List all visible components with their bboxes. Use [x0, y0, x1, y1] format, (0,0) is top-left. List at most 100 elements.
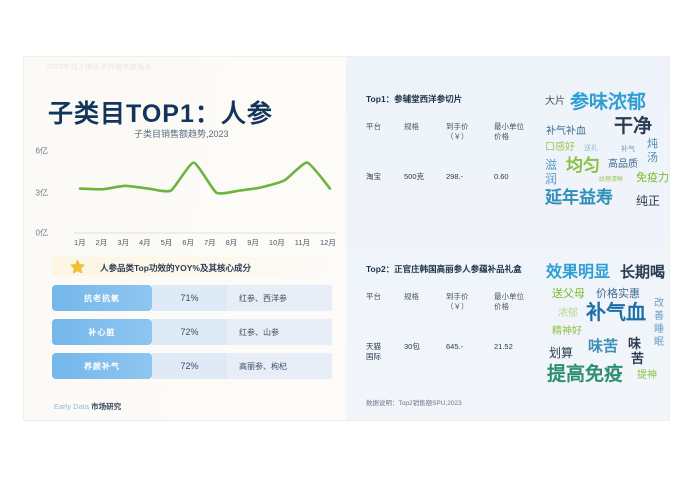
- y-tick-label: 0亿: [35, 228, 48, 238]
- x-tick-label: 5月: [160, 238, 173, 247]
- efficacy-band: 人参品类Top功效的YOY%及其核心成分: [52, 257, 322, 276]
- x-tick-label: 11月: [294, 238, 311, 247]
- table-cell: 645.-: [446, 342, 464, 352]
- ingredients-cell: 高丽参、枸杞: [227, 353, 332, 379]
- x-tick-label: 12月: [320, 238, 336, 247]
- trend-line: [78, 161, 332, 195]
- table-row: 淘宝 500克 298.- 0.60: [366, 172, 546, 182]
- x-tick-label: 2月: [95, 238, 108, 247]
- word-cloud-term: 改: [654, 298, 664, 309]
- x-axis-labels: 1月 2月 3月 4月 5月 6月 7月 8月 9月 10月 11月 12月: [74, 237, 336, 248]
- table-header-cell: 到手价 （￥）: [446, 122, 469, 142]
- efficacy-label-cell: 抗老抗氧: [52, 285, 152, 311]
- x-tick-label: 10月: [268, 238, 285, 247]
- table-cell: 21.52: [494, 342, 513, 352]
- word-cloud-term: 长期喝: [620, 264, 666, 281]
- table-header-cell: 平台: [366, 292, 381, 301]
- word-cloud-term: 价格实惠: [596, 288, 640, 300]
- word-cloud-term: 精神好: [552, 326, 582, 337]
- word-cloud-term: 送礼: [584, 145, 598, 152]
- table-header-cell: 平台: [366, 122, 381, 131]
- efficacy-band-label: 人参品类Top功效的YOY%及其核心成分: [100, 263, 251, 273]
- product-table: Top1：参辅堂西洋参切片 平台 规格 到手价 （￥） 最小单位 价格淘宝 500克 298.-…: [366, 93, 546, 182]
- slide-header-watermark: 2023年线上增长率外销年度报告: [46, 64, 152, 71]
- source-note: 数据说明：Top2销售额SPU,2023: [366, 400, 462, 407]
- product-table-title: Top2：正官庄韩国高丽参人参蕴补品礼盒: [366, 264, 522, 274]
- word-cloud-term: 干净: [614, 116, 653, 137]
- word-cloud-term: 善: [654, 311, 664, 322]
- word-cloud-term: 补气血: [586, 302, 646, 324]
- y-tick-label: 6亿: [35, 146, 48, 156]
- brand-logo-en: Early Data: [54, 402, 90, 411]
- brand-logo: Early Data 市场研究: [54, 401, 121, 412]
- word-cloud-term: 滋: [545, 158, 558, 172]
- word-cloud-term: 苦: [631, 351, 645, 366]
- table-cell: 30包: [404, 342, 420, 352]
- product-table-title: Top1：参辅堂西洋参切片: [366, 94, 463, 104]
- x-tick-label: 1月: [74, 238, 86, 247]
- word-cloud-term: 免疫力: [636, 172, 669, 184]
- chart-subtitle: 子类目销售额趋势,2023: [134, 129, 229, 139]
- word-cloud-term: 纯正: [636, 194, 661, 208]
- table-cell: 500克: [404, 172, 425, 182]
- word-cloud-term: 口感好: [545, 142, 575, 153]
- table-header-row: 平台 规格 到手价 （￥） 最小单位 价格: [366, 292, 546, 312]
- table-cell: 天猫 国际: [366, 342, 381, 362]
- table-cell: 淘宝: [366, 172, 381, 182]
- table-row: 养颜补气 72% 高丽参、枸杞: [52, 353, 332, 379]
- word-cloud-term: 润: [545, 172, 558, 186]
- table-header-row: 平台 规格 到手价 （￥） 最小单位 价格: [366, 122, 546, 142]
- word-cloud-term: 送父母: [552, 288, 585, 300]
- word-cloud-term: 浓郁: [558, 308, 578, 319]
- word-cloud-term: 均匀: [566, 156, 600, 175]
- product-table: Top2：正官庄韩国高丽参人参蕴补品礼盒 平台 规格 到手价 （￥） 最小单位 价格天猫 国际…: [366, 263, 546, 363]
- table-header-cell: 规格: [404, 122, 419, 131]
- word-cloud-term: 高品质: [608, 159, 638, 170]
- table-cell: 298.-: [446, 172, 464, 182]
- x-tick-label: 8月: [225, 238, 238, 247]
- yoy-pct-cell: 72%: [152, 353, 227, 379]
- y-tick-label: 3亿: [35, 188, 48, 198]
- word-cloud-term: 提高免疫: [547, 364, 624, 385]
- x-tick-label: 6月: [182, 238, 194, 247]
- table-cell: 0.60: [494, 172, 509, 182]
- yoy-pct-cell: 72%: [152, 319, 227, 345]
- word-cloud-term: 纹理清晰: [599, 177, 624, 183]
- word-cloud-term: 划算: [549, 346, 574, 360]
- word-cloud-term: 效果明显: [546, 264, 611, 281]
- slide-canvas: 2023年线上增长率外销年度报告 子类目TOP1：人参 子类目销售额趋势,202…: [24, 57, 669, 420]
- word-cloud-term: 味: [628, 336, 642, 351]
- word-cloud-top1: 参味浓郁 大片干净 补气补血口感好 送礼 补气 炖汤滋润均匀 高品质纹理清晰 免疫力延年益寿 纯…: [542, 85, 669, 215]
- word-cloud-term: 味苦: [588, 338, 619, 355]
- page-title: 子类目TOP1：人参: [48, 100, 273, 128]
- word-cloud-term: 提神: [637, 370, 657, 381]
- table-row: 天猫 国际 30包 645.- 21.52: [366, 342, 546, 362]
- word-cloud-term: 炖: [647, 138, 658, 150]
- table-header-cell: 最小单位 价格: [494, 292, 524, 312]
- word-cloud-term: 汤: [647, 152, 658, 164]
- left-panel: 子类目TOP1：人参 子类目销售额趋势,2023 6亿 3亿 0亿 1月 2月 3月…: [24, 57, 346, 420]
- efficacy-label-cell: 养颜补气: [52, 353, 152, 379]
- table-row: 补心脏 72% 红参、山参: [52, 319, 332, 345]
- word-cloud-term: 补气: [621, 146, 635, 153]
- word-cloud-top2: 效果明显 长期喝 送父母 价格实惠 浓郁 补气血改善睡眠精神好 划算 味苦味苦提高免疫 提神: [542, 255, 669, 395]
- x-tick-label: 4月: [138, 238, 151, 247]
- right-panel: Top1：参辅堂西洋参切片 平台 规格 到手价 （￥） 最小单位 价格 淘宝 500克 298.-…: [346, 57, 669, 420]
- word-cloud-term: 补气补血: [546, 126, 586, 137]
- word-cloud-term: 睡: [654, 324, 664, 335]
- table-header-cell: 到手价 （￥）: [446, 292, 469, 312]
- line-chart-plot: [74, 161, 336, 234]
- word-cloud-term: 延年益寿: [545, 188, 613, 207]
- star-icon: [70, 259, 85, 274]
- brand-logo-cn: 市场研究: [91, 402, 122, 411]
- table-header-cell: 规格: [404, 292, 419, 301]
- ingredients-cell: 红参、西洋参: [227, 285, 332, 311]
- x-tick-label: 7月: [203, 238, 216, 247]
- table-header-cell: 最小单位 价格: [494, 122, 524, 142]
- word-cloud-term: 大片: [545, 96, 565, 107]
- word-cloud-term: 参味浓郁: [570, 92, 647, 113]
- word-cloud-term: 眠: [654, 337, 664, 348]
- x-tick-label: 3月: [117, 238, 129, 247]
- sales-trend-line-chart: 6亿 3亿 0亿: [36, 145, 336, 238]
- efficacy-label-cell: 补心脏: [52, 319, 152, 345]
